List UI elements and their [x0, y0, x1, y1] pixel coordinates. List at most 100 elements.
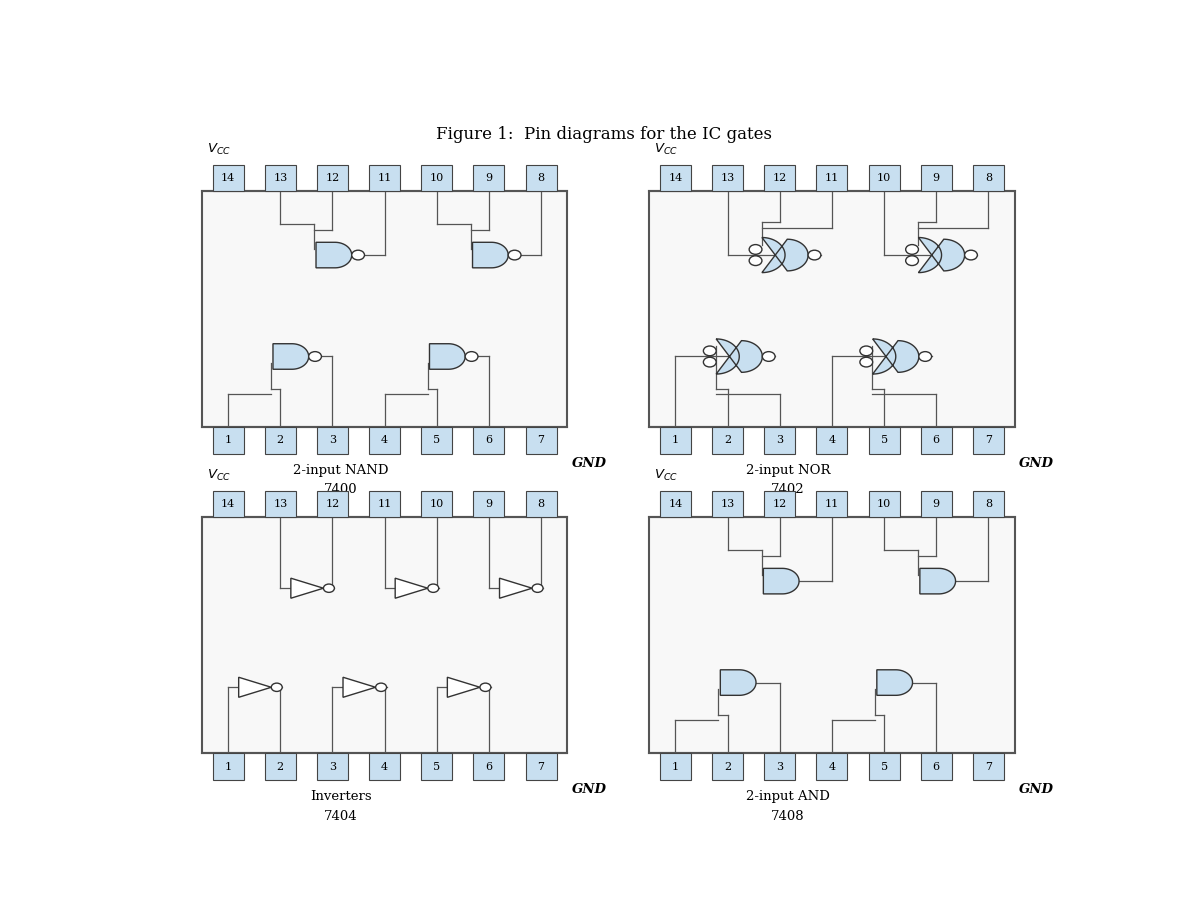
Polygon shape	[273, 343, 309, 369]
Text: 5: 5	[881, 761, 888, 771]
Text: 4: 4	[380, 761, 389, 771]
Text: GND: GND	[1019, 783, 1054, 796]
Bar	[525, 491, 557, 517]
Bar	[525, 753, 557, 779]
Bar	[921, 753, 952, 779]
Bar	[921, 491, 952, 517]
Text: 12: 12	[773, 499, 787, 509]
Text: 1: 1	[671, 435, 679, 445]
Text: 2: 2	[277, 761, 284, 771]
Text: 3: 3	[776, 435, 783, 445]
Text: 13: 13	[273, 499, 287, 509]
Polygon shape	[395, 578, 428, 598]
Circle shape	[479, 683, 491, 691]
Bar	[921, 427, 952, 453]
Polygon shape	[291, 578, 324, 598]
Text: 8: 8	[537, 173, 544, 183]
Bar	[422, 427, 452, 453]
Circle shape	[352, 250, 364, 259]
Bar	[317, 165, 348, 191]
Polygon shape	[316, 242, 352, 268]
Text: 3: 3	[329, 761, 336, 771]
Text: 10: 10	[876, 173, 892, 183]
Bar	[474, 491, 504, 517]
Text: 7400: 7400	[324, 484, 358, 496]
Text: 3: 3	[329, 435, 336, 445]
Text: 7404: 7404	[324, 809, 358, 823]
Bar	[921, 165, 952, 191]
Text: 12: 12	[773, 173, 787, 183]
Text: 13: 13	[721, 499, 735, 509]
Text: 3: 3	[776, 761, 783, 771]
Bar	[203, 191, 568, 427]
Bar	[660, 165, 691, 191]
Polygon shape	[472, 242, 508, 268]
Text: GND: GND	[1019, 457, 1054, 470]
Bar	[474, 427, 504, 453]
Text: 2-input NAND: 2-input NAND	[293, 464, 389, 477]
Circle shape	[965, 250, 978, 259]
Text: 13: 13	[721, 173, 735, 183]
Bar	[474, 753, 504, 779]
Polygon shape	[762, 238, 808, 273]
Circle shape	[508, 250, 521, 259]
Circle shape	[532, 584, 543, 592]
Text: 7: 7	[537, 435, 544, 445]
Text: 2-input NOR: 2-input NOR	[746, 464, 830, 477]
Circle shape	[376, 683, 386, 691]
Circle shape	[324, 584, 335, 592]
Text: 1: 1	[671, 761, 679, 771]
Bar	[422, 165, 452, 191]
Text: 8: 8	[537, 499, 544, 509]
Text: 8: 8	[985, 499, 992, 509]
Circle shape	[860, 358, 873, 367]
Text: 6: 6	[933, 435, 940, 445]
Text: 1: 1	[225, 435, 232, 445]
Text: 7408: 7408	[772, 809, 805, 823]
Text: 4: 4	[380, 435, 389, 445]
Bar	[422, 491, 452, 517]
Text: 4: 4	[828, 435, 835, 445]
Circle shape	[919, 351, 932, 361]
Circle shape	[309, 351, 322, 361]
Polygon shape	[716, 339, 762, 374]
Bar	[649, 517, 1014, 753]
Bar	[973, 165, 1004, 191]
Text: 5: 5	[434, 435, 441, 445]
Bar	[713, 753, 743, 779]
Circle shape	[749, 244, 762, 254]
Bar	[317, 491, 348, 517]
Bar	[868, 165, 900, 191]
Text: 6: 6	[485, 761, 492, 771]
Bar	[765, 491, 795, 517]
Text: 11: 11	[377, 173, 392, 183]
Bar	[474, 165, 504, 191]
Bar	[212, 165, 244, 191]
Polygon shape	[920, 569, 955, 594]
Polygon shape	[720, 669, 756, 696]
Bar	[369, 491, 401, 517]
Text: $V_{CC}$: $V_{CC}$	[654, 468, 677, 483]
Text: $V_{CC}$: $V_{CC}$	[654, 141, 677, 157]
Bar	[816, 165, 847, 191]
Bar	[369, 427, 401, 453]
Text: $V_{CC}$: $V_{CC}$	[206, 468, 231, 483]
Text: 7: 7	[537, 761, 544, 771]
Text: 14: 14	[221, 173, 236, 183]
Bar	[649, 191, 1014, 427]
Bar	[765, 753, 795, 779]
Circle shape	[428, 584, 438, 592]
Text: 2-input AND: 2-input AND	[746, 790, 830, 803]
Bar	[765, 427, 795, 453]
Polygon shape	[919, 238, 965, 273]
Text: 7: 7	[985, 435, 992, 445]
Polygon shape	[499, 578, 532, 598]
Polygon shape	[448, 678, 479, 697]
Circle shape	[703, 358, 716, 367]
Text: 14: 14	[221, 499, 236, 509]
Bar	[212, 491, 244, 517]
Bar	[422, 753, 452, 779]
Text: 12: 12	[325, 173, 339, 183]
Text: GND: GND	[571, 783, 607, 796]
Text: Figure 1:  Pin diagrams for the IC gates: Figure 1: Pin diagrams for the IC gates	[436, 126, 772, 143]
